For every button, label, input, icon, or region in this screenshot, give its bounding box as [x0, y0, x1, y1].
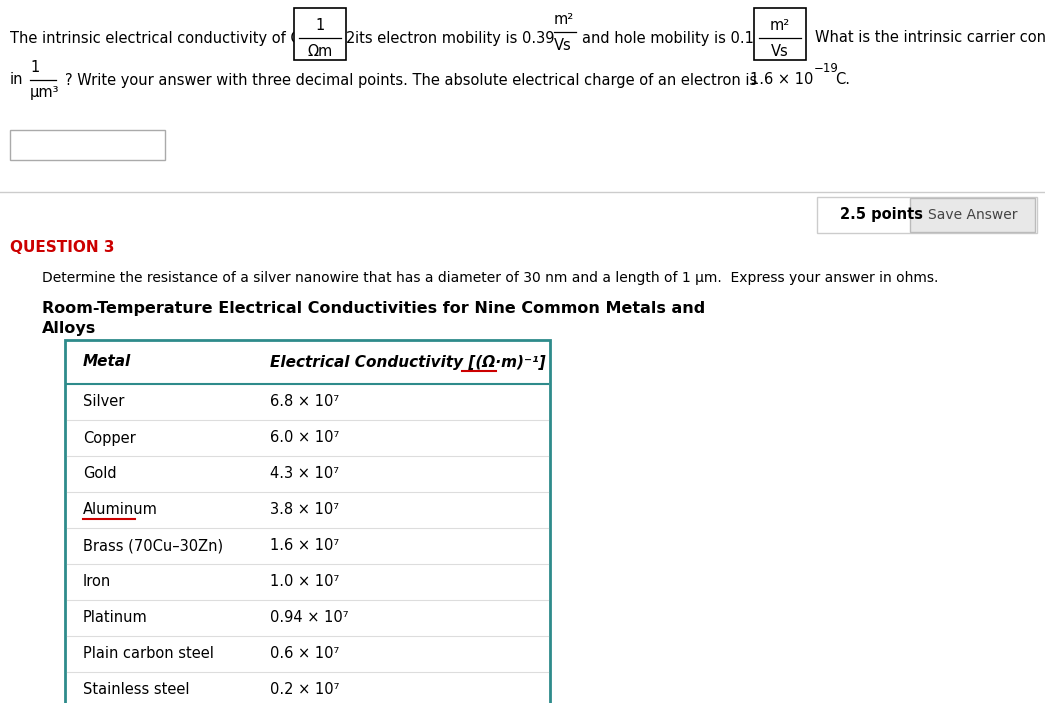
Text: 6.8 × 10⁷: 6.8 × 10⁷ — [270, 394, 340, 410]
Text: 3.8 × 10⁷: 3.8 × 10⁷ — [270, 503, 340, 517]
Text: 0.6 × 10⁷: 0.6 × 10⁷ — [270, 647, 340, 662]
Text: Determine the resistance of a silver nanowire that has a diameter of 30 nm and a: Determine the resistance of a silver nan… — [42, 271, 938, 285]
Text: Plain carbon steel: Plain carbon steel — [83, 647, 214, 662]
Text: Room-Temperature Electrical Conductivities for Nine Common Metals and: Room-Temperature Electrical Conductiviti… — [42, 300, 705, 316]
Text: C.: C. — [835, 72, 850, 87]
Text: Brass (70Cu–30Zn): Brass (70Cu–30Zn) — [83, 538, 224, 553]
Text: m²: m² — [554, 13, 575, 27]
Text: Electrical Conductivity [(Ω·m)⁻¹]: Electrical Conductivity [(Ω·m)⁻¹] — [270, 354, 545, 370]
Text: m²: m² — [770, 18, 790, 34]
Text: QUESTION 3: QUESTION 3 — [10, 240, 115, 255]
Bar — [817, 197, 1037, 233]
Text: Vs: Vs — [554, 39, 572, 53]
Text: Stainless steel: Stainless steel — [83, 683, 189, 697]
Text: Metal: Metal — [83, 354, 132, 370]
Text: and hole mobility is 0.19: and hole mobility is 0.19 — [582, 30, 763, 46]
Text: μm³: μm³ — [30, 84, 60, 100]
Text: ? Write your answer with three decimal points. The absolute electrical charge of: ? Write your answer with three decimal p… — [65, 72, 758, 87]
Text: 1.6 × 10⁷: 1.6 × 10⁷ — [270, 538, 340, 553]
Text: What is the intrinsic carrier concentration: What is the intrinsic carrier concentrat… — [815, 30, 1045, 46]
Bar — [65, 340, 550, 703]
Bar — [910, 198, 1035, 232]
Text: 2.5 points: 2.5 points — [840, 207, 923, 223]
Text: 0.2 × 10⁷: 0.2 × 10⁷ — [270, 683, 340, 697]
Text: 1: 1 — [316, 18, 325, 34]
Text: 6.0 × 10⁷: 6.0 × 10⁷ — [270, 430, 340, 446]
Text: Vs: Vs — [771, 44, 789, 60]
Text: Alloys: Alloys — [42, 321, 96, 335]
Text: its electron mobility is 0.39: its electron mobility is 0.39 — [355, 30, 555, 46]
Text: Silver: Silver — [83, 394, 124, 410]
Bar — [754, 8, 806, 60]
Text: 1.6 × 10: 1.6 × 10 — [750, 72, 813, 87]
Text: Iron: Iron — [83, 574, 111, 590]
Text: Ωm: Ωm — [307, 44, 332, 60]
Text: −19: −19 — [814, 61, 839, 75]
Text: 0.94 × 10⁷: 0.94 × 10⁷ — [270, 610, 349, 626]
Text: Save Answer: Save Answer — [928, 208, 1017, 222]
Text: 4.3 × 10⁷: 4.3 × 10⁷ — [270, 467, 340, 482]
Text: in: in — [10, 72, 23, 87]
Text: Aluminum: Aluminum — [83, 503, 158, 517]
Bar — [10, 130, 165, 160]
Text: Copper: Copper — [83, 430, 136, 446]
Text: Platinum: Platinum — [83, 610, 147, 626]
Text: The intrinsic electrical conductivity of Ge is 2.2: The intrinsic electrical conductivity of… — [10, 30, 355, 46]
Text: Gold: Gold — [83, 467, 117, 482]
Text: 1: 1 — [30, 60, 40, 75]
Text: 1.0 × 10⁷: 1.0 × 10⁷ — [270, 574, 340, 590]
Bar — [294, 8, 346, 60]
